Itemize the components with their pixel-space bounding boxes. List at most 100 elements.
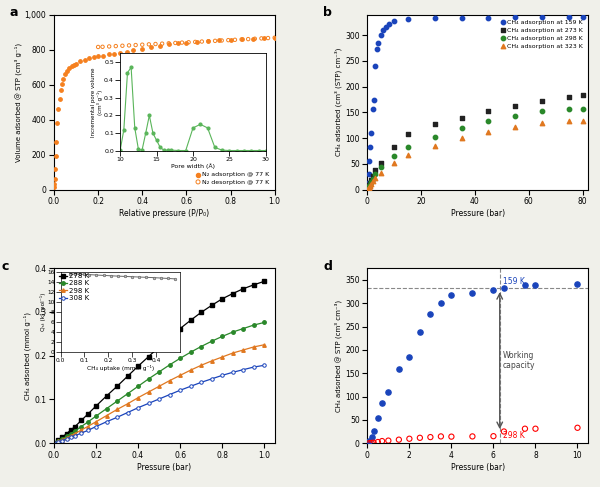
CH₄ adsorption at 323 K xyxy=(565,117,574,125)
278 K xyxy=(84,412,91,417)
N₂ desorption @ 77 K xyxy=(270,34,280,41)
288 K xyxy=(84,419,91,425)
CH₄ adsorption at 298 K xyxy=(367,178,376,186)
CH₄ adsorption at 298 K xyxy=(389,152,399,160)
CH₄ adsorption at 273 K xyxy=(565,93,574,101)
298 K xyxy=(499,428,509,435)
159 K xyxy=(425,310,435,318)
CH₄ adsorption at 323 K xyxy=(364,184,374,192)
CH₄ adsorption at 159 K xyxy=(384,20,394,28)
CH₄ adsorption at 323 K xyxy=(363,185,373,193)
159 K xyxy=(383,389,393,396)
308 K xyxy=(103,419,110,425)
288 K xyxy=(208,338,215,344)
288 K xyxy=(92,413,100,419)
N₂ desorption @ 77 K xyxy=(151,40,160,48)
CH₄ adsorption at 323 K xyxy=(538,119,547,127)
N₂ adsorption @ 77 K xyxy=(67,62,76,70)
CH₄ adsorption at 298 K xyxy=(365,181,375,189)
N₂ adsorption @ 77 K xyxy=(122,48,131,56)
308 K xyxy=(55,439,62,445)
N₂ desorption @ 77 K xyxy=(94,43,103,51)
Line: 308 K: 308 K xyxy=(52,364,266,445)
CH₄ adsorption at 323 K xyxy=(371,174,380,182)
Text: d: d xyxy=(323,260,332,273)
CH₄ adsorption at 273 K xyxy=(538,96,547,104)
159 K xyxy=(446,291,456,299)
N₂ desorption @ 77 K xyxy=(237,36,247,43)
CH₄ adsorption at 273 K xyxy=(371,166,380,174)
N₂ adsorption @ 77 K xyxy=(146,43,156,51)
CH₄ adsorption at 159 K xyxy=(565,13,574,20)
159 K xyxy=(530,281,540,288)
Line: 278 K: 278 K xyxy=(52,280,266,445)
298 K xyxy=(145,389,152,395)
288 K xyxy=(239,326,247,332)
CH₄ adsorption at 159 K xyxy=(389,17,399,25)
N₂ adsorption @ 77 K xyxy=(71,60,81,68)
278 K xyxy=(260,279,268,284)
308 K xyxy=(218,373,226,378)
N₂ desorption @ 77 K xyxy=(257,35,266,42)
CH₄ adsorption at 298 K xyxy=(565,105,574,113)
278 K xyxy=(166,335,173,340)
CH₄ adsorption at 273 K xyxy=(389,144,399,151)
298 K xyxy=(383,437,393,445)
CH₄ adsorption at 159 K xyxy=(372,45,382,53)
N₂ adsorption @ 77 K xyxy=(248,35,257,42)
288 K xyxy=(78,424,85,430)
288 K xyxy=(197,344,205,350)
278 K xyxy=(59,434,66,440)
Text: 298 K: 298 K xyxy=(503,431,524,440)
288 K xyxy=(50,440,58,446)
CH₄ adsorption at 273 K xyxy=(484,108,493,115)
298 K xyxy=(134,395,142,401)
N₂ desorption @ 77 K xyxy=(230,36,240,44)
CH₄ adsorption at 159 K xyxy=(484,14,493,21)
308 K xyxy=(208,376,215,382)
Text: 159 K: 159 K xyxy=(503,277,525,286)
159 K xyxy=(488,286,498,294)
N₂ desorption @ 77 K xyxy=(124,41,134,49)
298 K xyxy=(92,419,100,425)
N₂ adsorption @ 77 K xyxy=(94,52,103,60)
CH₄ adsorption at 323 K xyxy=(457,134,466,142)
Legend: N₂ adsorption @ 77 K, N₂ desorption @ 77 K: N₂ adsorption @ 77 K, N₂ desorption @ 77… xyxy=(194,170,272,187)
N₂ desorption @ 77 K xyxy=(137,41,147,49)
CH₄ adsorption at 298 K xyxy=(538,108,547,115)
CH₄ adsorption at 159 K xyxy=(382,23,391,31)
308 K xyxy=(67,434,74,440)
288 K xyxy=(67,431,74,436)
288 K xyxy=(124,391,131,397)
N₂ adsorption @ 77 K xyxy=(50,180,59,188)
288 K xyxy=(145,376,152,382)
298 K xyxy=(166,378,173,384)
308 K xyxy=(166,392,173,397)
CH₄ adsorption at 323 K xyxy=(389,159,399,167)
298 K xyxy=(367,439,376,447)
CH₄ adsorption at 298 K xyxy=(511,112,520,120)
278 K xyxy=(187,318,194,323)
159 K xyxy=(369,427,379,435)
298 K xyxy=(113,407,121,412)
Y-axis label: CH₄ adsorbed @ STP (cm³ cm⁻³): CH₄ adsorbed @ STP (cm³ cm⁻³) xyxy=(335,300,342,412)
CH₄ adsorption at 273 K xyxy=(376,159,386,167)
308 K xyxy=(155,396,163,402)
159 K xyxy=(572,280,582,288)
N₂ adsorption @ 77 K xyxy=(203,37,213,45)
CH₄ adsorption at 159 K xyxy=(379,26,388,34)
N₂ adsorption @ 77 K xyxy=(60,70,70,78)
298 K xyxy=(50,440,58,446)
278 K xyxy=(71,424,79,430)
CH₄ adsorption at 273 K xyxy=(368,172,377,180)
308 K xyxy=(197,379,205,385)
Legend: 278 K, 288 K, 298 K, 308 K: 278 K, 288 K, 298 K, 308 K xyxy=(58,272,91,302)
298 K xyxy=(208,358,215,364)
159 K xyxy=(436,299,446,307)
N₂ desorption @ 77 K xyxy=(210,37,220,45)
298 K xyxy=(373,438,383,446)
N₂ adsorption @ 77 K xyxy=(50,175,59,183)
CH₄ adsorption at 159 K xyxy=(538,13,547,21)
CH₄ adsorption at 323 K xyxy=(365,183,374,191)
CH₄ adsorption at 159 K xyxy=(364,170,374,178)
